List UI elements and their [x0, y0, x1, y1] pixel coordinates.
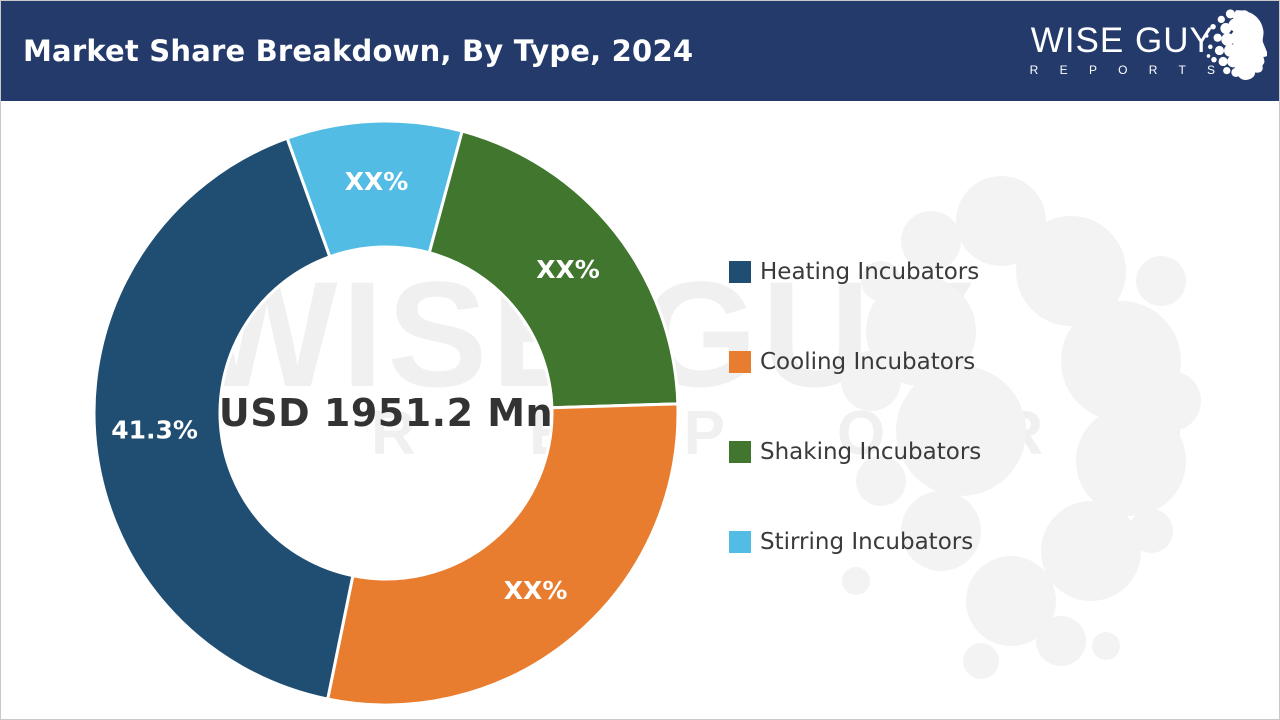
legend-item-stirring: Stirring Incubators: [729, 526, 981, 558]
logo-wordmark: WISE GUY R E P O R T S: [1030, 23, 1215, 77]
chart-area: WISE GUY R E P O R T S XX%XX%XX%41.3% US…: [1, 101, 1279, 719]
slice-label-shaking-incubators: XX%: [536, 255, 600, 284]
legend-swatch-heating: [729, 261, 751, 283]
legend-label-shaking: Shaking Incubators: [760, 439, 982, 465]
logo-line2: R E P O R T S: [1029, 63, 1224, 77]
legend-item-shaking: Shaking Incubators: [729, 436, 981, 468]
wiseguy-logo: WISE GUY R E P O R T S: [1030, 9, 1267, 83]
legend-item-cooling: Cooling Incubators: [729, 346, 981, 378]
watermark-face-dots: [841, 176, 1201, 679]
header-bar: Market Share Breakdown, By Type, 2024 WI…: [1, 1, 1279, 101]
slice-label-heating-incubators: 41.3%: [111, 415, 198, 444]
slice-cooling-incubators: [326, 402, 680, 707]
slice-heating-incubators: [92, 136, 355, 701]
slice-label-cooling-incubators: XX%: [504, 576, 568, 605]
legend-label-stirring: Stirring Incubators: [760, 529, 974, 555]
legend-swatch-cooling: [729, 351, 751, 373]
legend-item-heating: Heating Incubators: [729, 256, 981, 288]
slice-label-stirring-incubators: XX%: [345, 167, 409, 196]
legend-label-heating: Heating Incubators: [760, 259, 980, 285]
page-title: Market Share Breakdown, By Type, 2024: [23, 34, 694, 68]
legend-swatch-shaking: [729, 441, 751, 463]
chart-legend: Heating Incubators Cooling Incubators Sh…: [729, 256, 981, 558]
logo-line1: WISE GUY: [1030, 21, 1214, 60]
wiseguy-face-icon: [1204, 9, 1267, 80]
legend-label-cooling: Cooling Incubators: [760, 349, 976, 375]
donut-chart: XX% XX% XX% 41.3%: [92, 119, 680, 707]
legend-swatch-stirring: [729, 531, 751, 553]
slice-shaking-incubators: [427, 129, 680, 410]
donut-center-value: USD 1951.2 Mn: [218, 391, 554, 435]
